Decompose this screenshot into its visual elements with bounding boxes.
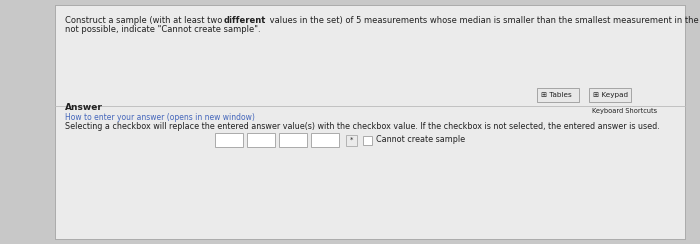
FancyBboxPatch shape xyxy=(247,133,275,147)
FancyBboxPatch shape xyxy=(346,134,357,145)
Text: How to enter your answer (opens in new window): How to enter your answer (opens in new w… xyxy=(65,113,255,122)
Text: Cannot create sample: Cannot create sample xyxy=(376,135,465,144)
FancyBboxPatch shape xyxy=(55,5,685,239)
FancyBboxPatch shape xyxy=(589,88,631,102)
Text: ⊞ Tables: ⊞ Tables xyxy=(541,92,572,98)
Text: different: different xyxy=(223,16,266,25)
Text: *: * xyxy=(350,137,354,143)
FancyBboxPatch shape xyxy=(215,133,243,147)
Text: not possible, indicate "Cannot create sample".: not possible, indicate "Cannot create sa… xyxy=(65,25,260,34)
Text: Keyboard Shortcuts: Keyboard Shortcuts xyxy=(592,108,657,114)
FancyBboxPatch shape xyxy=(363,135,372,144)
Text: Construct a sample (with at least two: Construct a sample (with at least two xyxy=(65,16,225,25)
Text: ⊞ Keypad: ⊞ Keypad xyxy=(593,92,628,98)
Text: values in the set) of 5 measurements whose median is smaller than the smallest m: values in the set) of 5 measurements who… xyxy=(267,16,700,25)
Text: Selecting a checkbox will replace the entered answer value(s) with the checkbox : Selecting a checkbox will replace the en… xyxy=(65,122,659,131)
FancyBboxPatch shape xyxy=(279,133,307,147)
Text: Answer: Answer xyxy=(65,103,103,112)
FancyBboxPatch shape xyxy=(537,88,579,102)
FancyBboxPatch shape xyxy=(311,133,339,147)
